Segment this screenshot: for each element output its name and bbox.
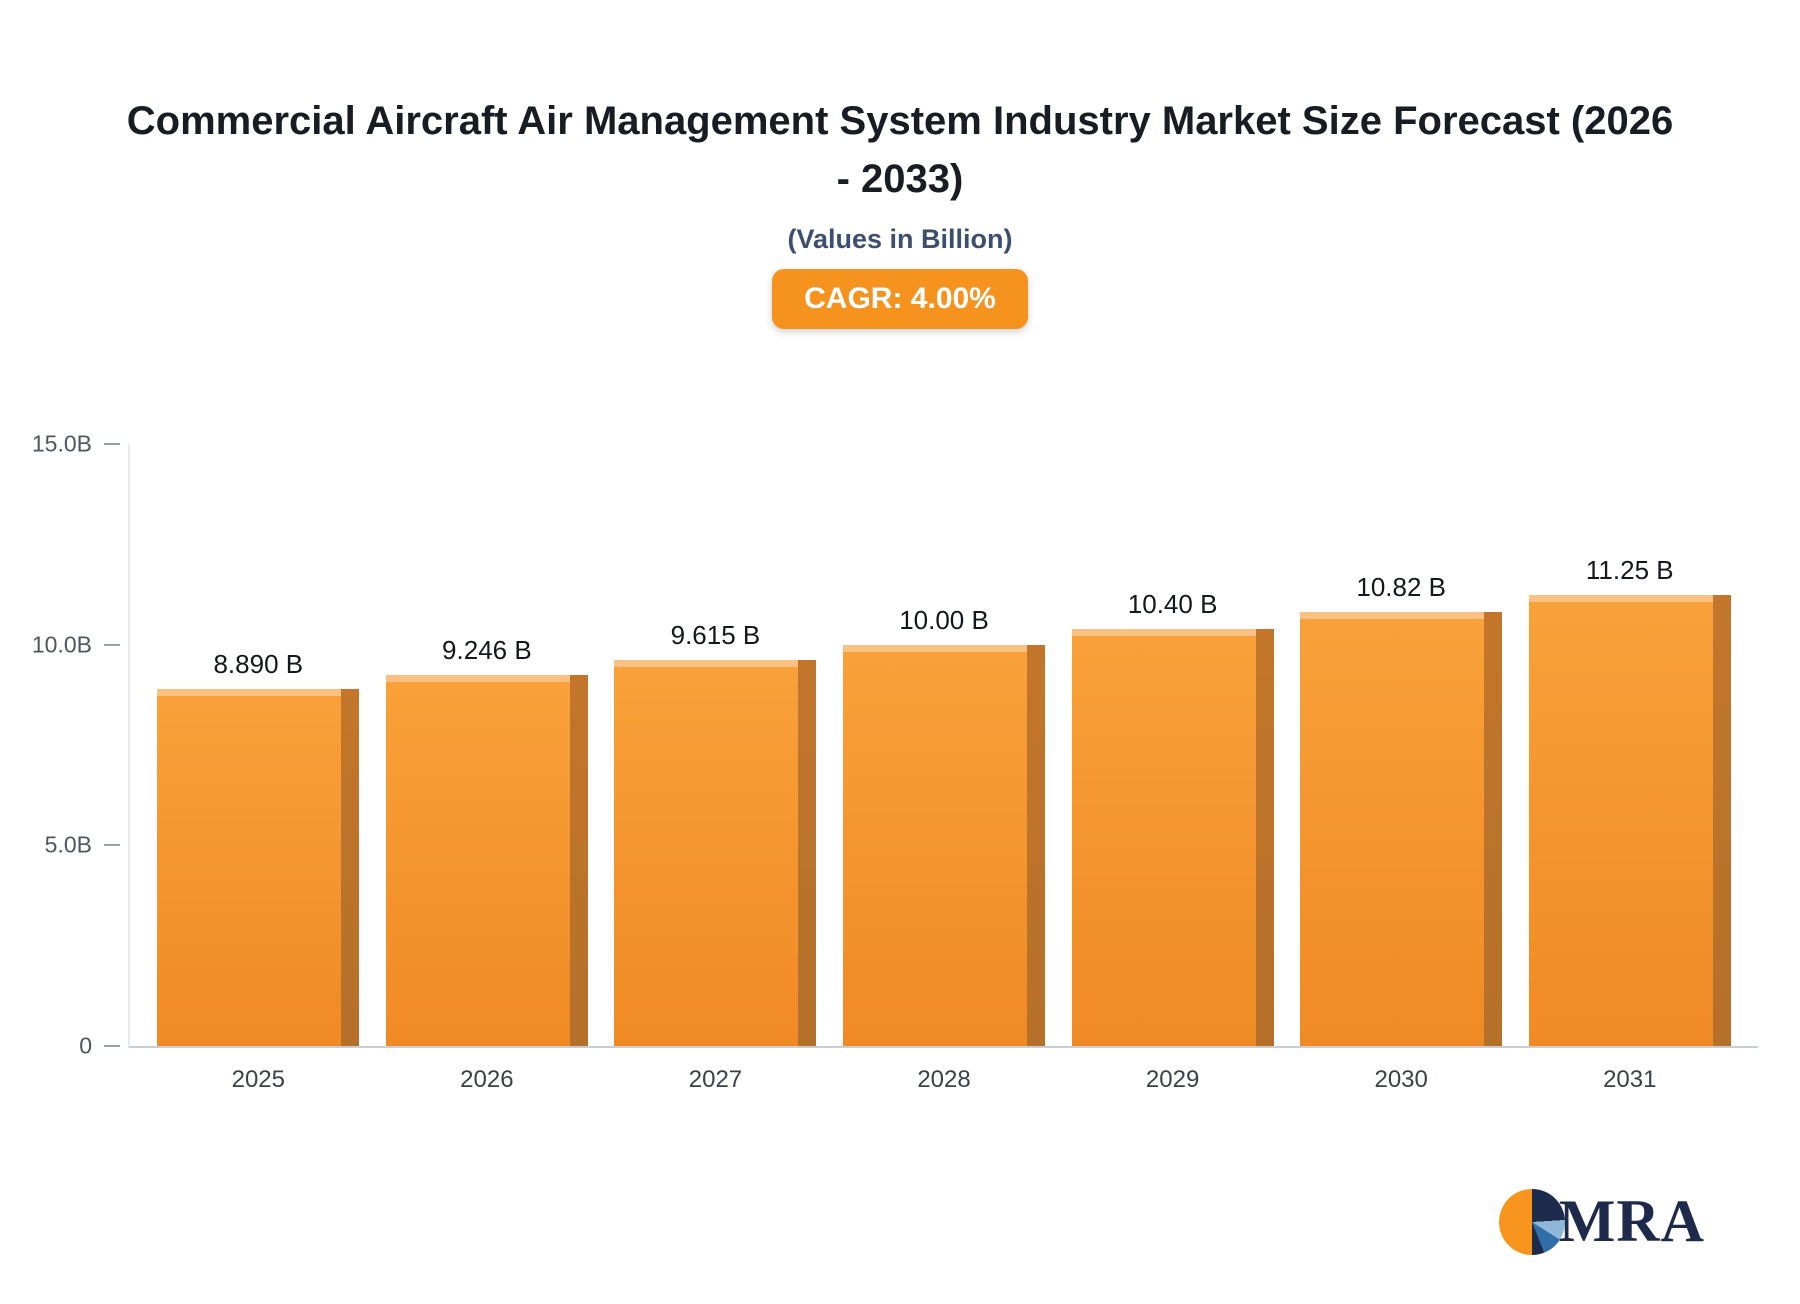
bar-group: 10.00 B 2028 (830, 444, 1059, 1093)
y-tick-label: 15.0B (31, 430, 92, 457)
x-axis-label: 2028 (917, 1066, 971, 1093)
x-axis-label: 2026 (460, 1066, 514, 1093)
bar-value-label: 10.00 B (899, 604, 989, 635)
mra-logo: MRA (1498, 1187, 1705, 1256)
bar (1528, 594, 1731, 1046)
y-tick-label: 10.0B (31, 631, 92, 658)
chart-page: Commercial Aircraft Air Management Syste… (0, 92, 1800, 1255)
bar-value-label: 10.82 B (1356, 571, 1446, 602)
cagr-badge: CAGR: 4.00% (772, 269, 1028, 329)
bar-group: 9.246 B 2026 (373, 444, 602, 1093)
y-tick-label: 0 (79, 1032, 92, 1059)
bar-value-label: 9.615 B (670, 620, 761, 651)
cagr-badge-row: CAGR: 4.00% (0, 269, 1800, 329)
bar (385, 674, 588, 1047)
bar-group: 11.25 B 2031 (1515, 444, 1744, 1093)
y-tick-mark (104, 844, 120, 847)
x-axis-label: 2030 (1374, 1066, 1428, 1093)
bar (1071, 628, 1274, 1047)
bar-group: 10.82 B 2030 (1287, 444, 1516, 1093)
x-axis-label: 2029 (1145, 1066, 1200, 1093)
x-axis-label: 2025 (231, 1066, 285, 1093)
y-tick-label: 5.0B (44, 831, 92, 858)
y-tick-mark (104, 443, 120, 445)
bar (614, 660, 817, 1046)
bar (843, 644, 1046, 1047)
bar (157, 689, 360, 1046)
bar-group: 8.890 B 2025 (144, 444, 373, 1093)
chart-subtitle: (Values in Billion) (787, 224, 1013, 254)
bar-value-label: 11.25 B (1585, 554, 1674, 585)
bar-value-label: 9.246 B (442, 634, 532, 665)
bar (1300, 611, 1503, 1047)
bar-chart: 0 5.0B 10.0B 15.0B 8.890 B 2025 9.246 B 2026 9.… (32, 431, 1758, 1093)
y-tick-mark (104, 643, 120, 646)
mra-logo-text: MRA (1558, 1188, 1705, 1254)
bar-value-label: 10.40 B (1127, 588, 1218, 619)
y-tick-mark (104, 1045, 120, 1047)
bar-value-label: 8.890 B (213, 649, 304, 680)
mra-logo-icon (1498, 1188, 1565, 1255)
x-axis-label: 2027 (688, 1066, 743, 1093)
bars: 8.890 B 2025 9.246 B 2026 9.615 B 2027 10.00 B… (130, 444, 1758, 1093)
bar-group: 9.615 B 2027 (601, 444, 830, 1093)
bar-group: 10.40 B 2029 (1058, 444, 1287, 1093)
chart-title: Commercial Aircraft Air Management Syste… (126, 99, 1674, 201)
x-axis-label: 2031 (1603, 1066, 1657, 1093)
